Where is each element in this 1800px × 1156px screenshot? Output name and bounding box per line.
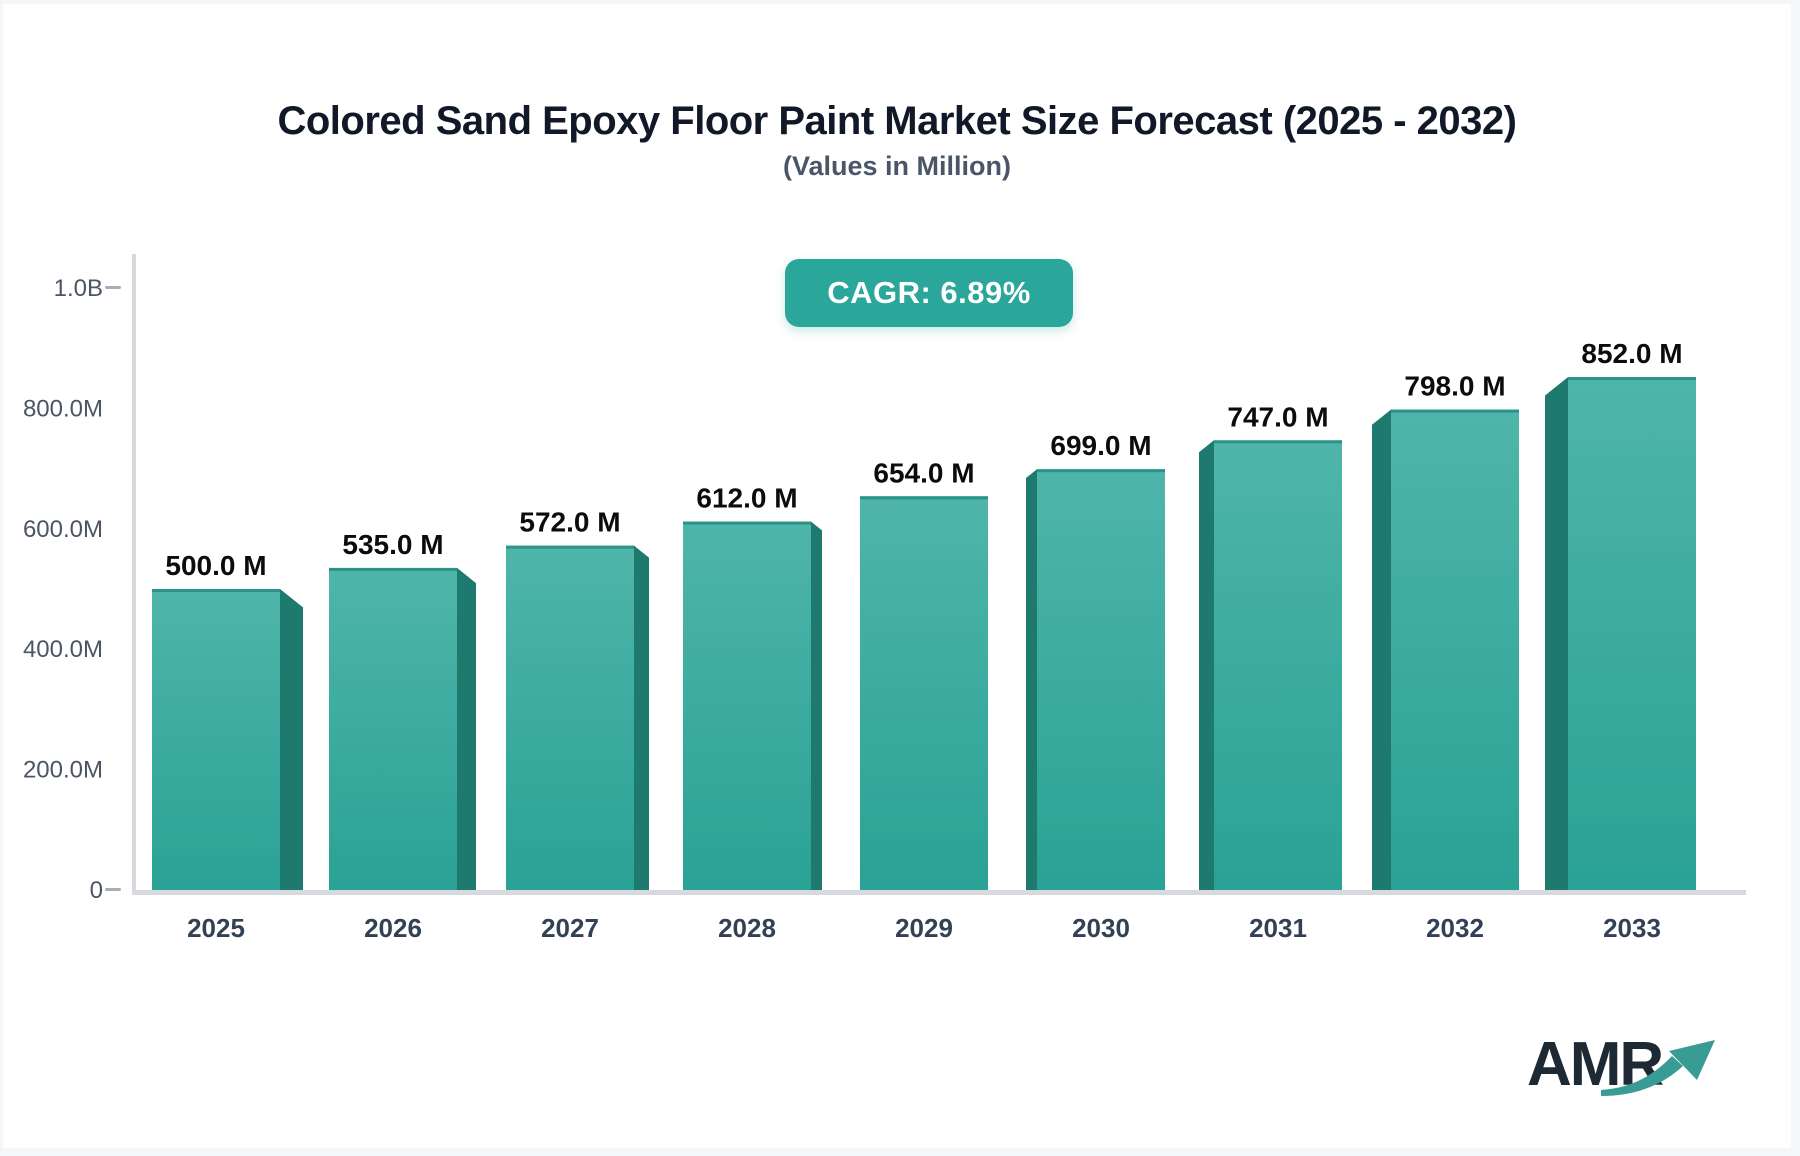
x-axis-label: 2029 — [895, 913, 953, 943]
bar-top-edge — [1391, 409, 1519, 413]
bar-group-2026: 535.0 M 2026 — [329, 529, 476, 943]
bar-group-2033: 852.0 M 2033 — [1545, 338, 1696, 943]
x-axis-label: 2026 — [364, 913, 422, 943]
x-axis-line — [132, 890, 1746, 895]
bar-face — [1391, 409, 1519, 890]
y-axis-line — [132, 254, 136, 894]
bar-side-face — [280, 589, 303, 890]
bar-side-face — [1026, 469, 1037, 890]
bar-group-2025: 500.0 M 2025 — [152, 550, 303, 943]
amr-logo: AMR — [1527, 1034, 1727, 1114]
bar-side-face — [1545, 377, 1568, 890]
y-tick-dash — [105, 286, 121, 289]
bar-side-face — [457, 567, 476, 890]
bar-value-label: 572.0 M — [519, 507, 620, 538]
bar-face — [506, 545, 634, 890]
y-axis-label: 800.0M — [23, 395, 103, 422]
x-axis-label: 2030 — [1072, 913, 1130, 943]
bar-top-edge — [1214, 440, 1342, 444]
bar-group-2028: 612.0 M 2028 — [683, 483, 822, 943]
bar-value-label: 654.0 M — [873, 457, 974, 488]
bar-group-2031: 747.0 M 2031 — [1199, 401, 1342, 943]
bar-top-edge — [1037, 469, 1165, 473]
x-axis-label: 2032 — [1426, 913, 1484, 943]
bar-group-2027: 572.0 M 2027 — [506, 507, 649, 943]
x-axis-label: 2025 — [187, 913, 245, 943]
bar-face — [1214, 440, 1342, 890]
x-axis-label: 2027 — [541, 913, 599, 943]
y-axis-label: 400.0M — [23, 636, 103, 663]
x-axis-label: 2028 — [718, 913, 776, 943]
bar-value-label: 500.0 M — [165, 550, 266, 581]
bar-face — [860, 496, 988, 890]
cagr-badge-text: CAGR: 6.89% — [827, 275, 1031, 310]
bar-face — [329, 567, 457, 890]
y-axis-label: 1.0B — [54, 275, 103, 302]
bar-top-edge — [506, 545, 634, 549]
bar-value-label: 535.0 M — [342, 529, 443, 560]
market-size-bar-chart: 1.0B 800.0M 600.0M 400.0M 200.0M 0 500.0 M 2025… — [23, 254, 1746, 943]
bar-group-2032: 798.0 M 2032 — [1372, 371, 1519, 943]
bar-side-face — [1199, 440, 1214, 890]
y-axis-label: 600.0M — [23, 516, 103, 543]
bar-top-edge — [152, 589, 280, 592]
bar-value-label: 612.0 M — [696, 483, 797, 514]
bar-side-face — [634, 545, 649, 890]
cagr-badge: CAGR: 6.89% — [785, 259, 1073, 327]
bar-face — [1037, 469, 1165, 890]
bar-top-edge — [1568, 377, 1696, 381]
bar-face — [683, 521, 811, 890]
bar-value-label: 852.0 M — [1581, 338, 1682, 369]
chart-card: Colored Sand Epoxy Floor Paint Market Si… — [3, 4, 1791, 1148]
bar-group-2029: 654.0 M 2029 — [860, 457, 988, 943]
bar-value-label: 699.0 M — [1050, 430, 1151, 461]
growth-arrow-icon — [1601, 1040, 1715, 1096]
x-axis-label: 2031 — [1249, 913, 1307, 943]
bar-top-edge — [860, 496, 988, 500]
bar-top-edge — [329, 567, 457, 571]
bar-value-label: 798.0 M — [1404, 371, 1505, 402]
y-axis-label: 200.0M — [23, 757, 103, 784]
page-title: Colored Sand Epoxy Floor Paint Market Si… — [277, 99, 1517, 143]
bar-face — [152, 589, 280, 890]
bar-side-face — [1372, 409, 1391, 890]
bar-side-face — [811, 521, 822, 890]
bar-group-2030: 699.0 M 2030 — [1026, 430, 1165, 943]
bar-top-edge — [683, 521, 811, 525]
y-axis-label: 0 — [90, 877, 103, 904]
bar-face — [1568, 377, 1696, 890]
x-axis-label: 2033 — [1603, 913, 1661, 943]
y-tick-dash — [105, 888, 121, 891]
bar-value-label: 747.0 M — [1227, 401, 1328, 432]
page-subtitle: (Values in Million) — [782, 151, 1012, 181]
